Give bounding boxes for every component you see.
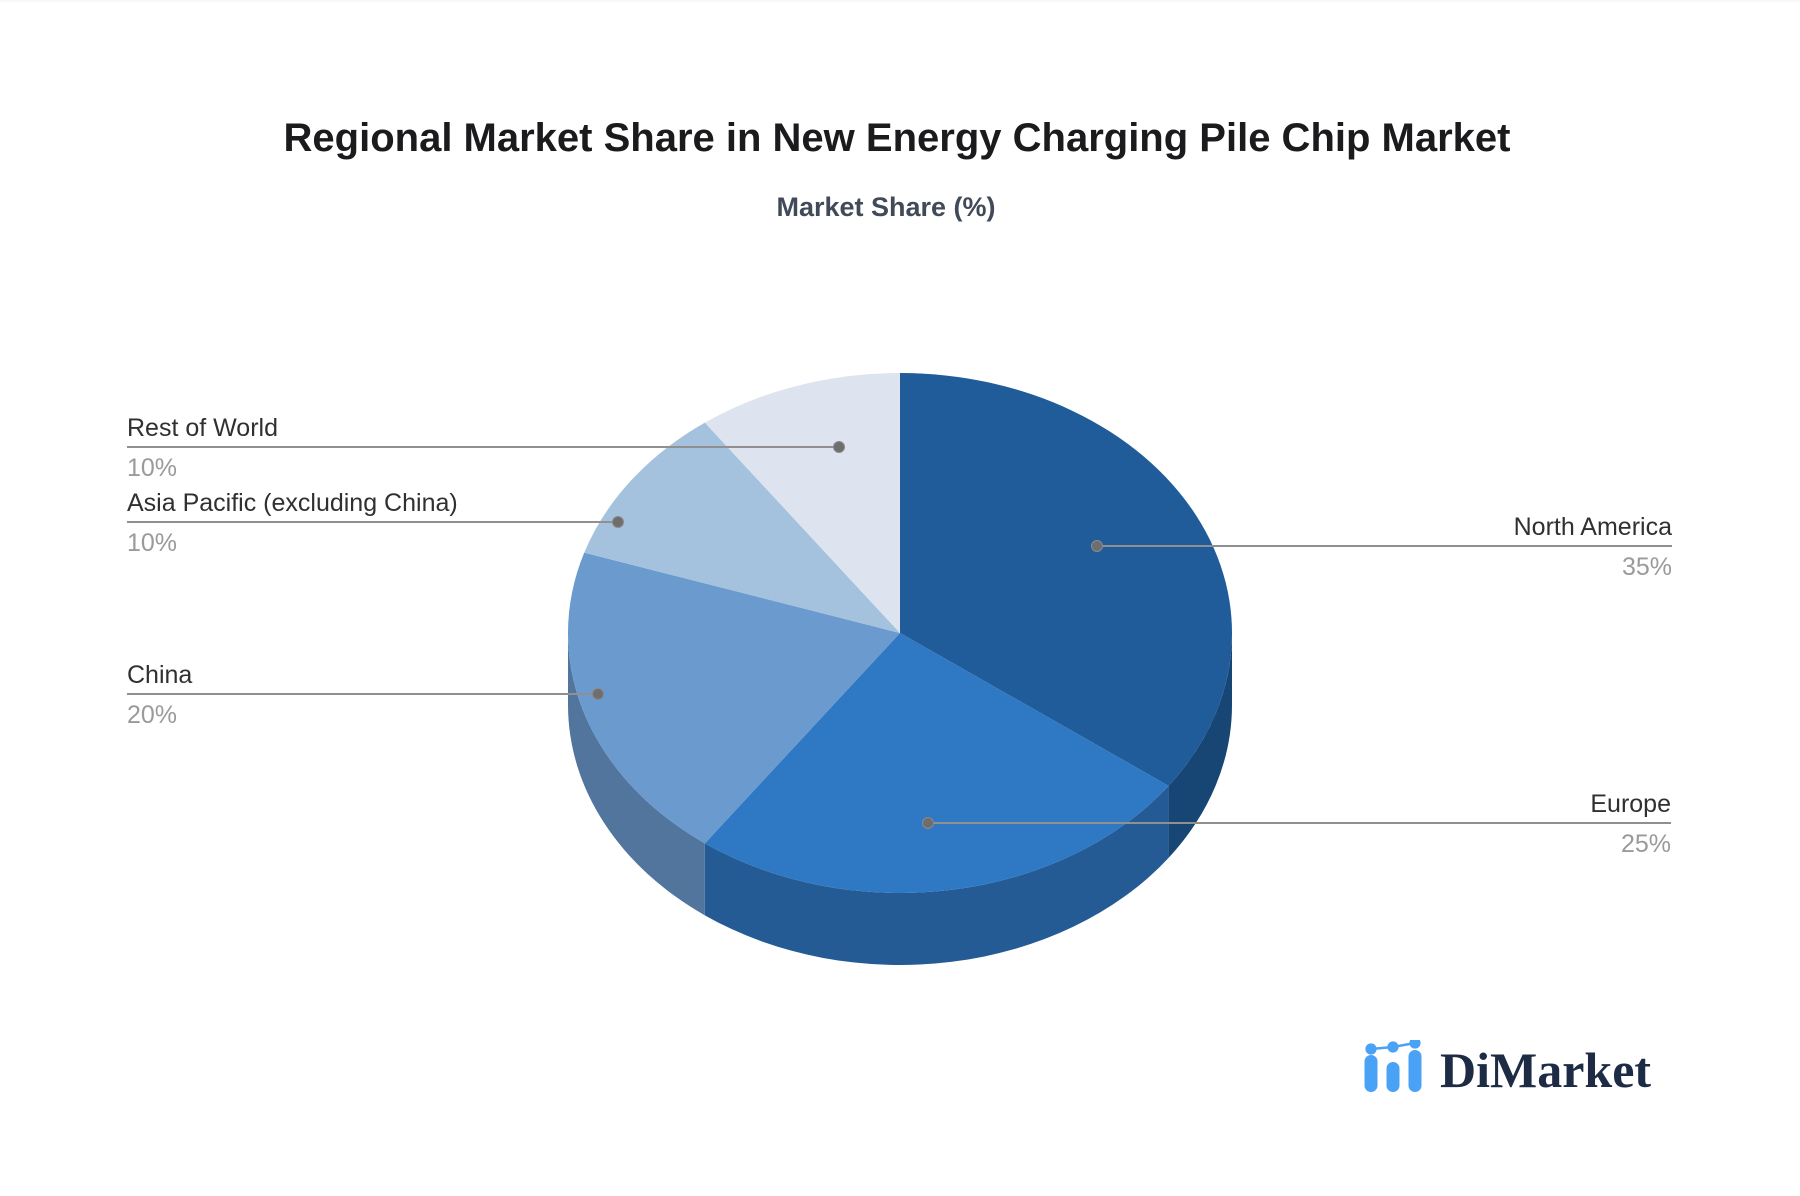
logo-icon xyxy=(1364,1040,1422,1092)
pie-slice-north-america[interactable] xyxy=(900,373,1232,786)
pie-slice-asia-pacific-excluding-china[interactable] xyxy=(584,422,900,633)
slice-label-rest-of-world: Rest of World xyxy=(127,414,278,442)
logo-text: DiMarket xyxy=(1440,1042,1652,1098)
logo: DiMarket xyxy=(1362,1038,1652,1098)
slice-label-europe: Europe xyxy=(1590,790,1671,818)
chart-subtitle: Market Share (%) xyxy=(776,192,996,222)
pie-slice-china[interactable] xyxy=(567,552,900,844)
label-dot-rest-of-world xyxy=(833,441,845,453)
pie-rim-north-america xyxy=(1168,633,1232,858)
label-dot-china xyxy=(592,688,604,700)
pie-rim-europe xyxy=(704,785,1169,965)
slice-pct-china: 20% xyxy=(127,701,177,729)
slice-label-asia-pacific-excluding-china: Asia Pacific (excluding China) xyxy=(127,489,458,517)
pie-slice-europe[interactable] xyxy=(704,633,1169,893)
slice-label-north-america: North America xyxy=(1514,513,1672,541)
label-dot-north-america xyxy=(1091,540,1103,552)
label-dot-europe xyxy=(922,817,934,829)
slice-pct-rest-of-world: 10% xyxy=(127,454,177,482)
slice-pct-europe: 25% xyxy=(1621,830,1671,858)
pie-slice-rest-of-world[interactable] xyxy=(704,373,900,633)
chart-title: Regional Market Share in New Energy Char… xyxy=(283,116,1511,160)
label-dot-asia-pacific-excluding-china xyxy=(612,516,624,528)
slice-pct-north-america: 35% xyxy=(1622,553,1672,581)
slice-label-china: China xyxy=(127,661,192,689)
pie-rim-china xyxy=(568,633,705,916)
slice-pct-asia-pacific-excluding-china: 10% xyxy=(127,529,177,557)
